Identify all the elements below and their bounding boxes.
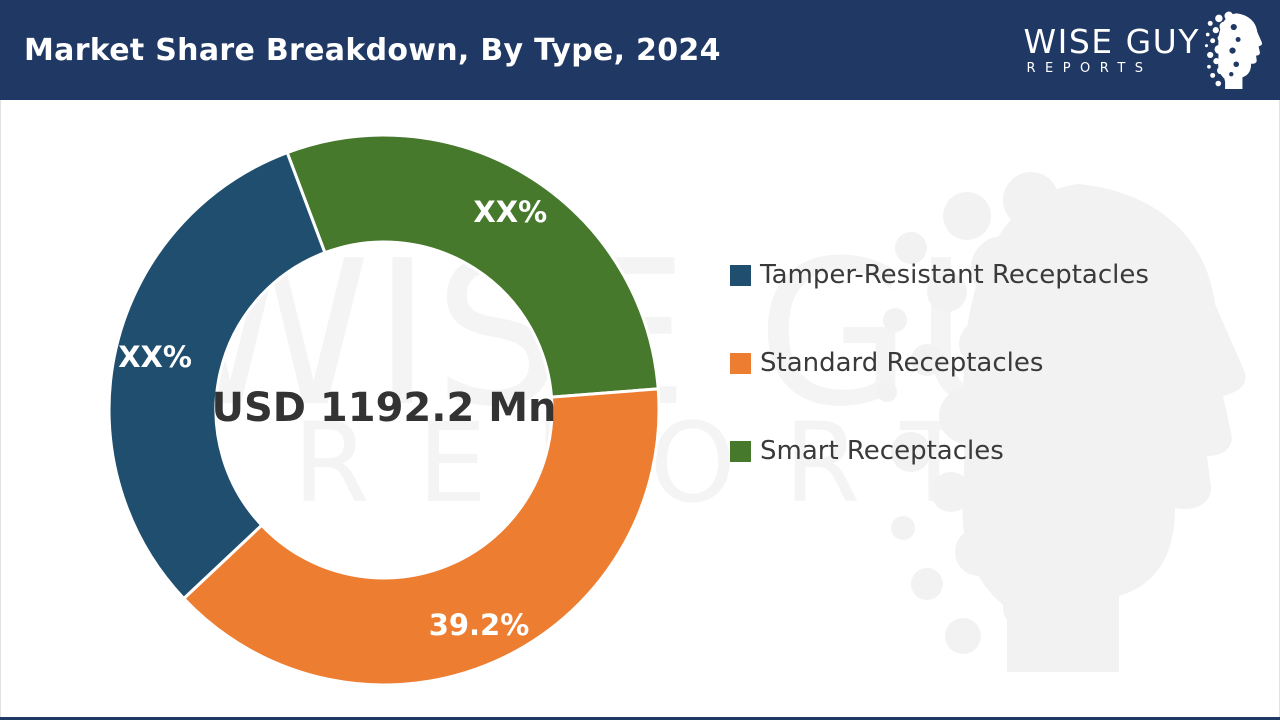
brand-wordmark: WISE GUY REPORTS xyxy=(1023,25,1200,75)
legend-label: Smart Receptacles xyxy=(760,436,1004,466)
legend-swatch xyxy=(730,264,751,286)
slice-label: XX% xyxy=(473,195,547,229)
slice-smart-receptacles xyxy=(285,133,660,399)
page-title: Market Share Breakdown, By Type, 2024 xyxy=(24,32,721,68)
brand-logo: WISE GUY REPORTS xyxy=(1023,0,1266,100)
brand-wordmark-line1: WISE GUY xyxy=(1023,22,1200,61)
slice-label: XX% xyxy=(118,340,192,374)
chart-center-value: USD 1192.2 Mn xyxy=(211,385,557,431)
brand-face-icon xyxy=(1204,11,1263,90)
legend: Tamper-Resistant Receptacles Standard Re… xyxy=(730,260,1149,527)
legend-item: Tamper-Resistant Receptacles xyxy=(730,260,1149,290)
donut-chart: XX% 39.2% XX% xyxy=(107,133,661,687)
legend-swatch xyxy=(730,440,751,462)
legend-item: Smart Receptacles xyxy=(730,436,1149,466)
bottom-bar xyxy=(0,717,1280,720)
legend-label: Standard Receptacles xyxy=(760,348,1044,378)
slice-standard-receptacles xyxy=(182,387,661,687)
legend-label: Tamper-Resistant Receptacles xyxy=(760,260,1149,290)
legend-item: Standard Receptacles xyxy=(730,348,1149,378)
watermark-face-icon xyxy=(877,172,1246,672)
slice-tamper-resistant-receptacles xyxy=(107,151,327,600)
brand-wordmark-line2: REPORTS xyxy=(1026,61,1153,76)
legend-swatch xyxy=(730,352,751,374)
slice-label: 39.2% xyxy=(429,608,530,642)
chart-area: WISE GUY REPORTS XX% 39.2% XX% USD 1192.2 … xyxy=(0,100,1280,717)
header: Market Share Breakdown, By Type, 2024 WI… xyxy=(0,0,1280,100)
